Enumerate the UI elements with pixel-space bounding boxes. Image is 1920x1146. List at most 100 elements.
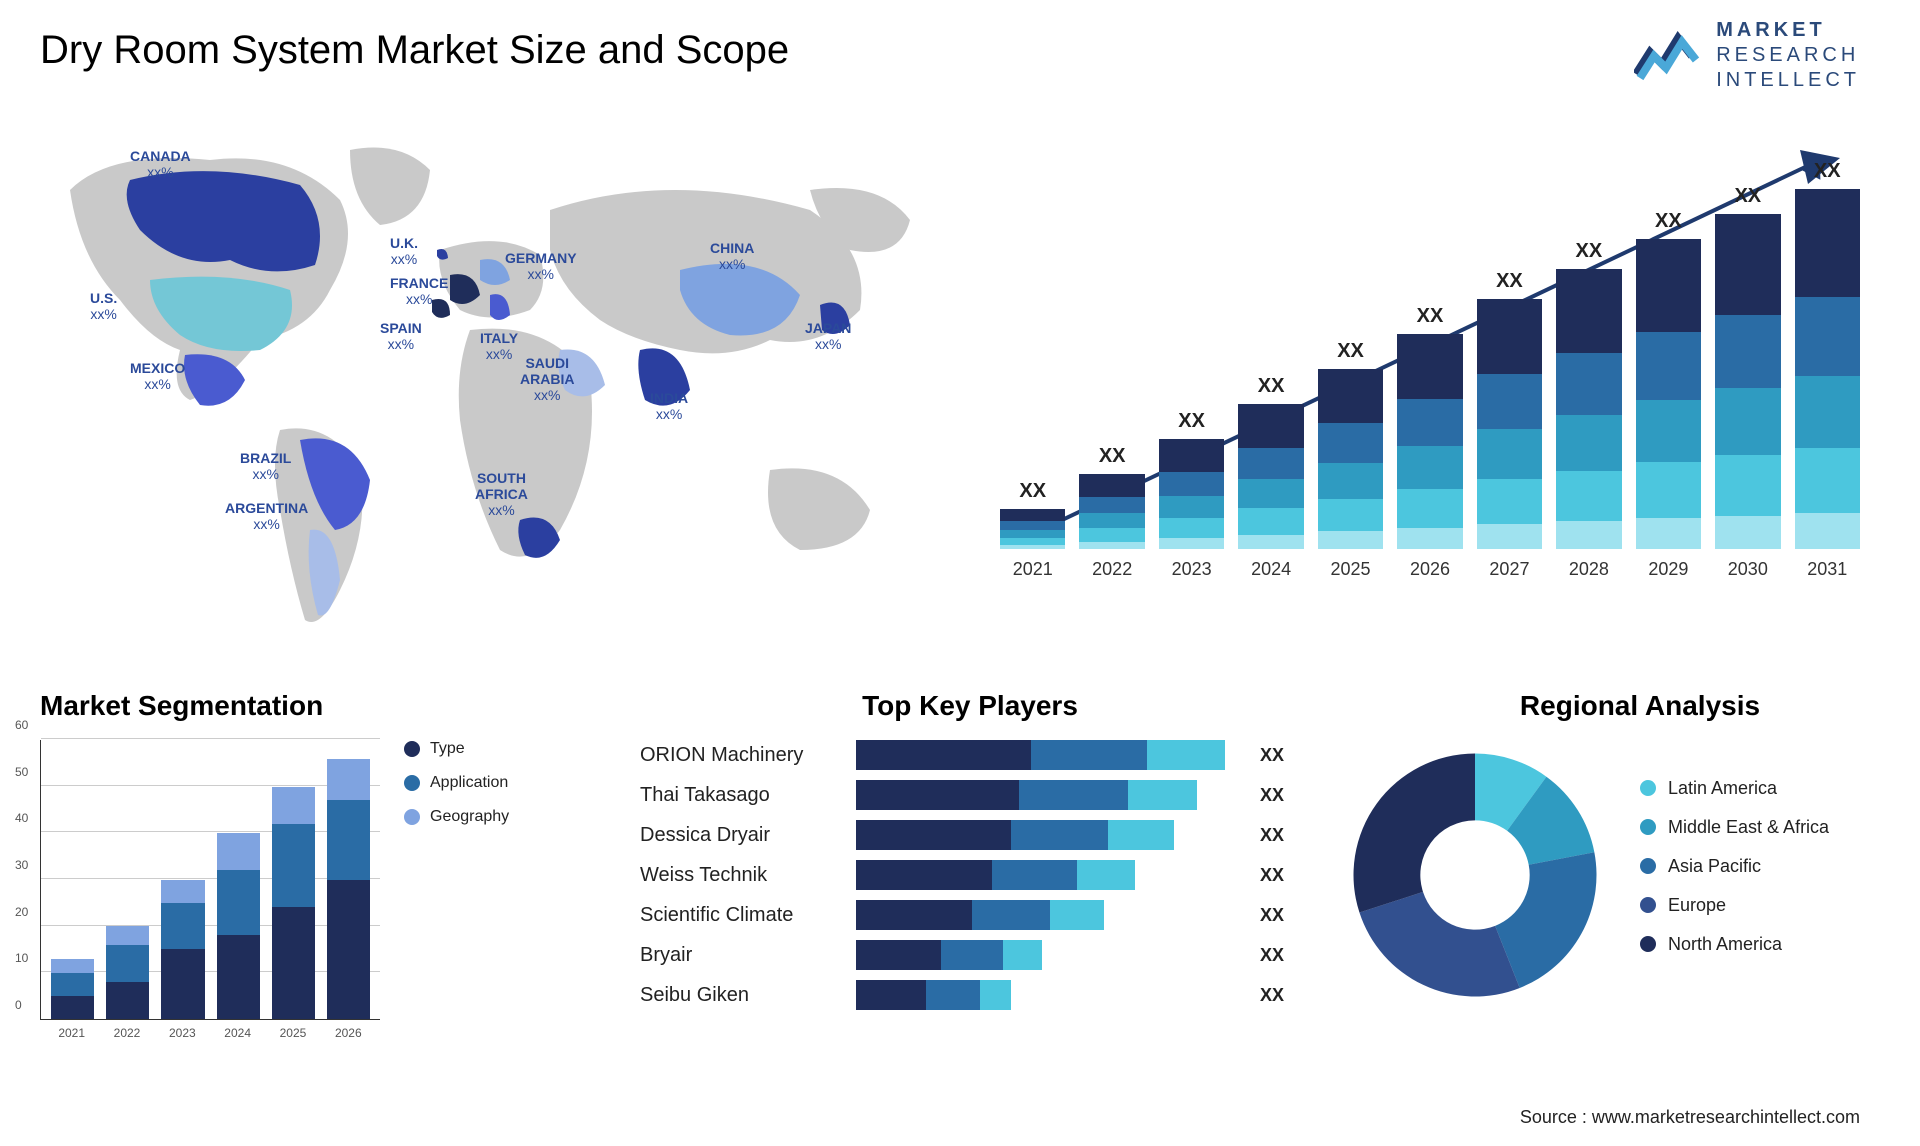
- segmentation-chart: 1020304050600: [40, 740, 380, 1020]
- growth-bar-year: 2027: [1489, 559, 1529, 580]
- growth-bar-value: XX: [1178, 410, 1205, 433]
- segmentation-bar: [272, 787, 315, 1020]
- segmentation-legend: Type Application Geography: [404, 740, 509, 1040]
- map-label: BRAZILxx%: [240, 450, 291, 482]
- player-name: Dessica Dryair: [640, 824, 840, 847]
- segmentation-year-label: 2022: [105, 1026, 148, 1040]
- growth-bar: XX 2029: [1636, 210, 1701, 580]
- map-label: INDIAxx%: [650, 390, 688, 422]
- growth-bar-year: 2023: [1172, 559, 1212, 580]
- brand-logo: MARKET RESEARCH INTELLECT: [1634, 18, 1860, 93]
- segmentation-legend-item: Geography: [404, 808, 509, 826]
- growth-bar: XX2028: [1556, 240, 1621, 580]
- player-value: XX: [1260, 825, 1300, 846]
- player-row: Weiss Technik XX: [640, 860, 1300, 890]
- player-value: XX: [1260, 905, 1300, 926]
- regional-legend-item: Middle East & Africa: [1640, 817, 1829, 838]
- growth-bar: XX 2030: [1715, 185, 1780, 580]
- map-label: FRANCExx%: [390, 275, 448, 307]
- growth-bar-value: XX: [1814, 160, 1841, 183]
- growth-chart: XX2021XX2022XX2023XX2024XX2025XX2026XX20…: [1000, 140, 1860, 620]
- regional-legend-item: Asia Pacific: [1640, 856, 1829, 877]
- source-attribution: Source : www.marketresearchintellect.com: [1520, 1107, 1860, 1128]
- growth-bar-year: 2021: [1013, 559, 1053, 580]
- regional-legend-item: Latin America: [1640, 778, 1829, 799]
- player-row: Bryair XX: [640, 940, 1300, 970]
- player-value: XX: [1260, 865, 1300, 886]
- players-section: Top Key Players ORION MachineryXXThai Ta…: [640, 690, 1300, 1020]
- regional-section: Regional Analysis Latin America Middle Ea…: [1340, 690, 1880, 1010]
- map-label: U.S.xx%: [90, 290, 117, 322]
- segmentation-bar: [327, 759, 370, 1019]
- segmentation-year-label: 2021: [50, 1026, 93, 1040]
- growth-bar-year: 2028: [1569, 559, 1609, 580]
- player-name: Weiss Technik: [640, 864, 840, 887]
- segmentation-year-label: 2024: [216, 1026, 259, 1040]
- segmentation-year-label: 2023: [161, 1026, 204, 1040]
- growth-bar: XX 2023: [1159, 410, 1224, 580]
- player-value: XX: [1260, 985, 1300, 1006]
- growth-bar-value: XX: [1496, 270, 1523, 293]
- growth-bar: XX 2026: [1397, 305, 1462, 580]
- growth-bar-value: XX: [1337, 340, 1364, 363]
- logo-mark-icon: [1634, 28, 1704, 84]
- segmentation-bar: [161, 880, 204, 1020]
- player-row: Seibu Giken XX: [640, 980, 1300, 1010]
- map-label: U.K.xx%: [390, 235, 418, 267]
- growth-bar: XX 2024: [1238, 375, 1303, 580]
- map-label: SOUTHAFRICAxx%: [475, 470, 528, 518]
- regional-legend-item: Europe: [1640, 895, 1829, 916]
- map-label: GERMANYxx%: [505, 250, 577, 282]
- player-value: XX: [1260, 745, 1300, 766]
- segmentation-title: Market Segmentation: [40, 690, 580, 722]
- segmentation-section: Market Segmentation 1020304050600 2021 20…: [40, 690, 580, 1040]
- donut-slice: [1359, 892, 1519, 997]
- growth-bar-year: 2031: [1807, 559, 1847, 580]
- growth-bar-value: XX: [1655, 210, 1682, 233]
- segmentation-bar: [51, 959, 94, 1019]
- player-name: ORION Machinery: [640, 744, 840, 767]
- growth-bar-year: 2026: [1410, 559, 1450, 580]
- segmentation-legend-item: Application: [404, 774, 509, 792]
- growth-bar: XX 2022: [1079, 445, 1144, 580]
- player-name: Scientific Climate: [640, 904, 840, 927]
- growth-bar-year: 2029: [1648, 559, 1688, 580]
- segmentation-bar: [217, 833, 260, 1019]
- donut-slice: [1354, 754, 1476, 913]
- player-row: Thai Takasago XX: [640, 780, 1300, 810]
- page-title: Dry Room System Market Size and Scope: [40, 28, 789, 73]
- regional-donut-chart: [1340, 740, 1610, 1010]
- growth-bar-year: 2022: [1092, 559, 1132, 580]
- growth-bar-value: XX: [1099, 445, 1126, 468]
- growth-bar-value: XX: [1734, 185, 1761, 208]
- growth-bar: XX 2027: [1477, 270, 1542, 580]
- player-name: Seibu Giken: [640, 984, 840, 1007]
- map-label: CANADAxx%: [130, 148, 191, 180]
- growth-bar-value: XX: [1417, 305, 1444, 328]
- player-row: Dessica Dryair XX: [640, 820, 1300, 850]
- regional-title: Regional Analysis: [1400, 690, 1880, 722]
- segmentation-legend-item: Type: [404, 740, 509, 758]
- segmentation-bar: [106, 926, 149, 1019]
- map-label: JAPANxx%: [805, 320, 851, 352]
- growth-bar: XX 2021: [1000, 480, 1065, 580]
- growth-bar-value: XX: [1019, 480, 1046, 503]
- growth-bar: XX 2031: [1795, 160, 1860, 580]
- map-label: ITALYxx%: [480, 330, 518, 362]
- growth-bar-value: XX: [1258, 375, 1285, 398]
- map-label: ARGENTINAxx%: [225, 500, 308, 532]
- world-map: CANADAxx%U.S.xx%MEXICOxx%BRAZILxx%ARGENT…: [30, 130, 930, 650]
- map-label: SPAINxx%: [380, 320, 422, 352]
- growth-bar-year: 2025: [1331, 559, 1371, 580]
- map-label: CHINAxx%: [710, 240, 754, 272]
- map-label: SAUDIARABIAxx%: [520, 355, 574, 403]
- growth-bar-year: 2024: [1251, 559, 1291, 580]
- player-name: Bryair: [640, 944, 840, 967]
- player-row: ORION Machinery XX: [640, 740, 1300, 770]
- player-value: XX: [1260, 785, 1300, 806]
- player-value: XX: [1260, 945, 1300, 966]
- segmentation-year-label: 2026: [327, 1026, 370, 1040]
- player-name: Thai Takasago: [640, 784, 840, 807]
- growth-bar-year: 2030: [1728, 559, 1768, 580]
- players-title: Top Key Players: [640, 690, 1300, 722]
